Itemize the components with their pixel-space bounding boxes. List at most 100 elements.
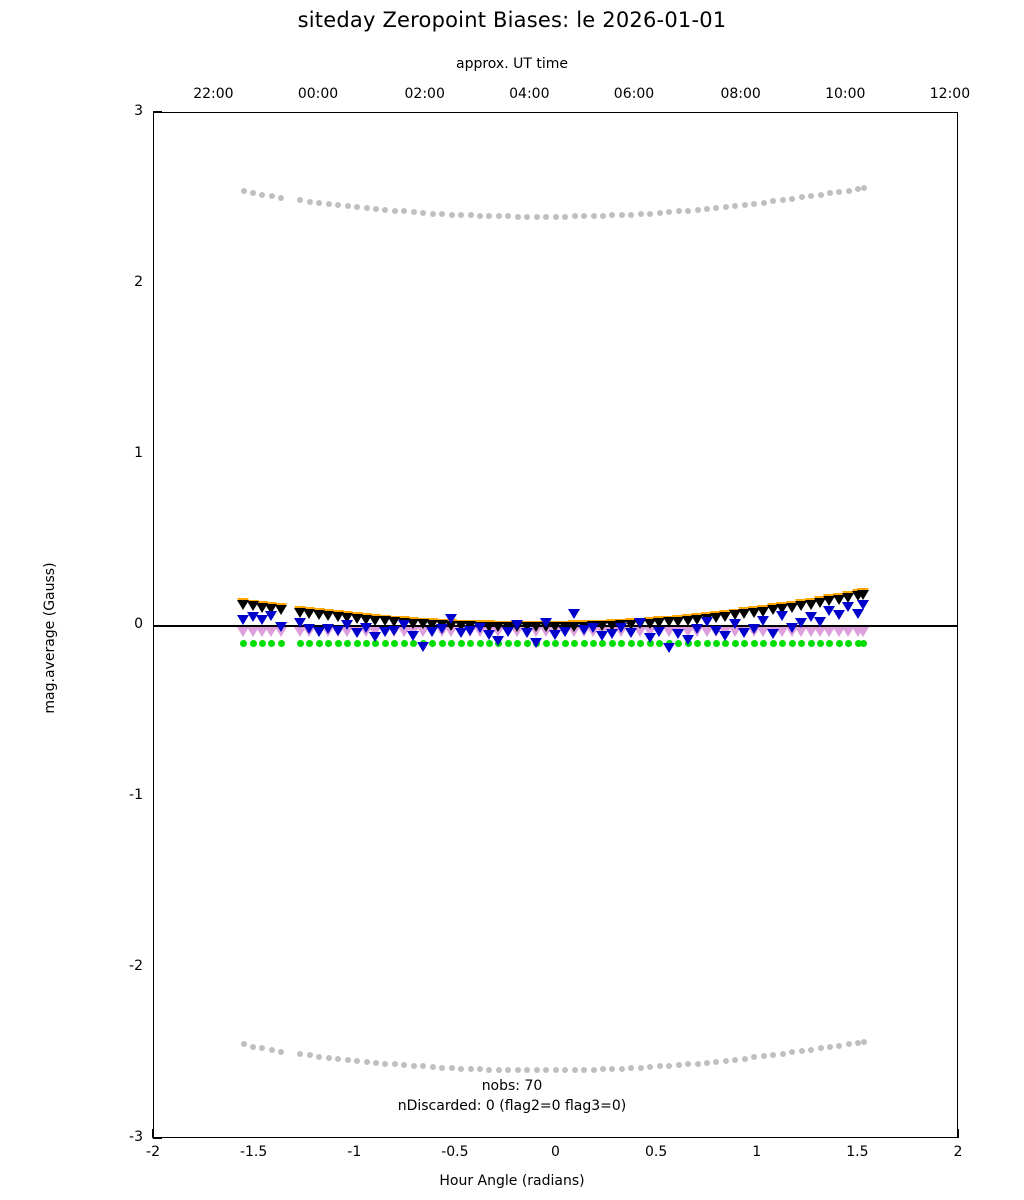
data-point bbox=[785, 602, 798, 613]
data-point bbox=[476, 640, 484, 648]
data-point bbox=[486, 1066, 493, 1073]
data-point bbox=[495, 1066, 502, 1073]
top-tick-label: 04:00 bbox=[509, 86, 550, 102]
data-point bbox=[845, 1041, 852, 1048]
data-point bbox=[713, 205, 720, 212]
data-point bbox=[609, 212, 616, 219]
data-point bbox=[647, 1064, 654, 1071]
data-point bbox=[599, 640, 607, 648]
data-point bbox=[416, 626, 429, 637]
data-point bbox=[259, 1045, 266, 1052]
data-point bbox=[514, 213, 521, 220]
data-point bbox=[618, 212, 625, 219]
data-point bbox=[609, 1066, 616, 1073]
y-axis-label: mag.average (Gauss) bbox=[42, 562, 58, 714]
data-point bbox=[776, 610, 789, 621]
data-point bbox=[628, 1065, 635, 1072]
data-point bbox=[552, 1067, 559, 1074]
data-point bbox=[728, 626, 741, 637]
data-point bbox=[429, 210, 436, 217]
data-point bbox=[785, 622, 798, 633]
data-point bbox=[662, 626, 675, 637]
data-point bbox=[836, 189, 843, 195]
data-point bbox=[391, 207, 398, 214]
data-point bbox=[458, 1065, 465, 1072]
data-point bbox=[643, 618, 656, 629]
data-point bbox=[823, 596, 836, 607]
data-point bbox=[581, 213, 588, 220]
y-tick-label: -1 bbox=[129, 787, 143, 803]
data-point bbox=[798, 640, 806, 648]
data-point bbox=[420, 209, 427, 216]
data-point bbox=[581, 1066, 588, 1073]
data-point bbox=[804, 599, 817, 610]
data-point bbox=[372, 1059, 379, 1066]
data-point bbox=[700, 617, 713, 628]
top-tick-label: 10:00 bbox=[825, 86, 866, 102]
data-point bbox=[401, 1062, 408, 1069]
data-point bbox=[789, 1049, 796, 1056]
data-point bbox=[420, 1063, 427, 1070]
data-point bbox=[618, 640, 626, 648]
data-point bbox=[426, 619, 439, 630]
data-point bbox=[857, 600, 870, 611]
data-point bbox=[382, 1060, 389, 1067]
data-point bbox=[524, 1067, 531, 1074]
data-point bbox=[429, 1064, 436, 1071]
x-tick-label: -1.5 bbox=[239, 1144, 268, 1160]
data-point bbox=[694, 1060, 701, 1067]
data-point bbox=[666, 1062, 673, 1069]
data-point bbox=[335, 202, 342, 209]
data-point bbox=[605, 620, 618, 631]
chart-title: siteday Zeropoint Biases: le 2026-01-01 bbox=[297, 8, 727, 32]
data-point bbox=[624, 627, 637, 638]
data-point bbox=[719, 630, 732, 641]
data-point bbox=[268, 193, 275, 200]
data-point bbox=[315, 640, 323, 648]
data-point bbox=[372, 206, 379, 213]
data-point bbox=[568, 621, 581, 632]
data-point bbox=[363, 640, 371, 648]
data-point bbox=[637, 640, 645, 648]
data-point bbox=[458, 212, 465, 219]
data-point bbox=[732, 1056, 739, 1063]
data-point bbox=[448, 211, 455, 218]
data-point bbox=[542, 640, 550, 648]
data-point bbox=[779, 1050, 786, 1057]
data-point bbox=[306, 1052, 313, 1059]
data-point bbox=[795, 617, 808, 628]
data-point bbox=[524, 213, 531, 220]
x-tick-label: -2 bbox=[146, 1144, 160, 1160]
data-point bbox=[662, 642, 675, 653]
data-point bbox=[410, 1062, 417, 1069]
data-point bbox=[549, 630, 562, 641]
data-point bbox=[274, 621, 287, 632]
plot-area bbox=[154, 113, 957, 1137]
plot-frame bbox=[153, 112, 958, 1138]
data-point bbox=[240, 187, 247, 194]
data-point bbox=[766, 605, 779, 616]
data-point bbox=[656, 640, 664, 648]
data-point bbox=[369, 631, 382, 642]
data-point bbox=[363, 1058, 370, 1065]
data-point bbox=[341, 620, 354, 631]
data-point bbox=[738, 609, 751, 620]
data-point bbox=[618, 1065, 625, 1072]
data-point bbox=[306, 640, 314, 648]
data-point bbox=[382, 206, 389, 213]
data-point bbox=[416, 641, 429, 652]
data-point bbox=[341, 626, 354, 637]
annotation-ndiscarded: nDiscarded: 0 (flag2=0 flag3=0) bbox=[397, 1098, 627, 1114]
data-point bbox=[807, 640, 815, 648]
data-point bbox=[681, 615, 694, 626]
data-point bbox=[278, 1048, 285, 1055]
data-point bbox=[249, 640, 257, 648]
data-point bbox=[429, 640, 437, 648]
data-point bbox=[552, 213, 559, 220]
data-point bbox=[832, 594, 845, 605]
data-point bbox=[344, 1056, 351, 1063]
data-point bbox=[297, 1051, 304, 1057]
series-spike_lower bbox=[154, 113, 957, 1137]
data-point bbox=[808, 1046, 815, 1053]
data-point bbox=[826, 1044, 833, 1050]
